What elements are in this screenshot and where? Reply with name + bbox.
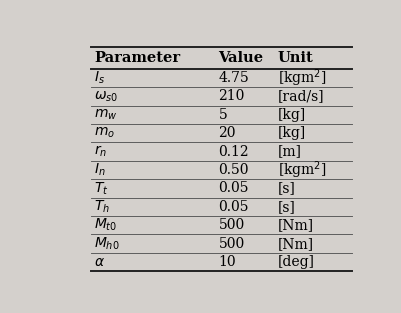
Text: [rad/s]: [rad/s] bbox=[277, 89, 324, 103]
Text: 0.05: 0.05 bbox=[218, 200, 248, 214]
Text: $\alpha$: $\alpha$ bbox=[94, 255, 105, 269]
Text: 0.12: 0.12 bbox=[218, 145, 249, 159]
Text: [kgm$^2$]: [kgm$^2$] bbox=[277, 159, 326, 181]
Text: [kg]: [kg] bbox=[277, 126, 305, 140]
Text: [kg]: [kg] bbox=[277, 108, 305, 122]
Text: 0.50: 0.50 bbox=[218, 163, 248, 177]
Text: Parameter: Parameter bbox=[94, 51, 180, 65]
Text: 4.75: 4.75 bbox=[218, 71, 249, 85]
Text: 210: 210 bbox=[218, 89, 244, 103]
Text: $T_h$: $T_h$ bbox=[94, 199, 109, 215]
Text: 10: 10 bbox=[218, 255, 235, 269]
Text: 500: 500 bbox=[218, 218, 244, 232]
Text: [m]: [m] bbox=[277, 145, 301, 159]
Text: $r_n$: $r_n$ bbox=[94, 144, 107, 159]
Text: [Nm]: [Nm] bbox=[277, 218, 313, 232]
Text: [s]: [s] bbox=[277, 200, 295, 214]
Text: [s]: [s] bbox=[277, 182, 295, 195]
Text: 0.05: 0.05 bbox=[218, 182, 248, 195]
Text: Unit: Unit bbox=[277, 51, 313, 65]
Text: Value: Value bbox=[218, 51, 263, 65]
Text: $M_{h0}$: $M_{h0}$ bbox=[94, 235, 119, 252]
Text: $I_n$: $I_n$ bbox=[94, 162, 105, 178]
Text: [Nm]: [Nm] bbox=[277, 237, 313, 251]
Text: $I_s$: $I_s$ bbox=[94, 70, 105, 86]
Text: $\omega_{s0}$: $\omega_{s0}$ bbox=[94, 89, 118, 104]
Text: $m_w$: $m_w$ bbox=[94, 108, 117, 122]
Text: 5: 5 bbox=[218, 108, 227, 122]
Text: 500: 500 bbox=[218, 237, 244, 251]
Text: $T_t$: $T_t$ bbox=[94, 180, 108, 197]
Text: 20: 20 bbox=[218, 126, 235, 140]
Text: [deg]: [deg] bbox=[277, 255, 314, 269]
Text: $m_o$: $m_o$ bbox=[94, 126, 115, 140]
Text: $M_{t0}$: $M_{t0}$ bbox=[94, 217, 117, 233]
Text: [kgm$^2$]: [kgm$^2$] bbox=[277, 67, 326, 89]
